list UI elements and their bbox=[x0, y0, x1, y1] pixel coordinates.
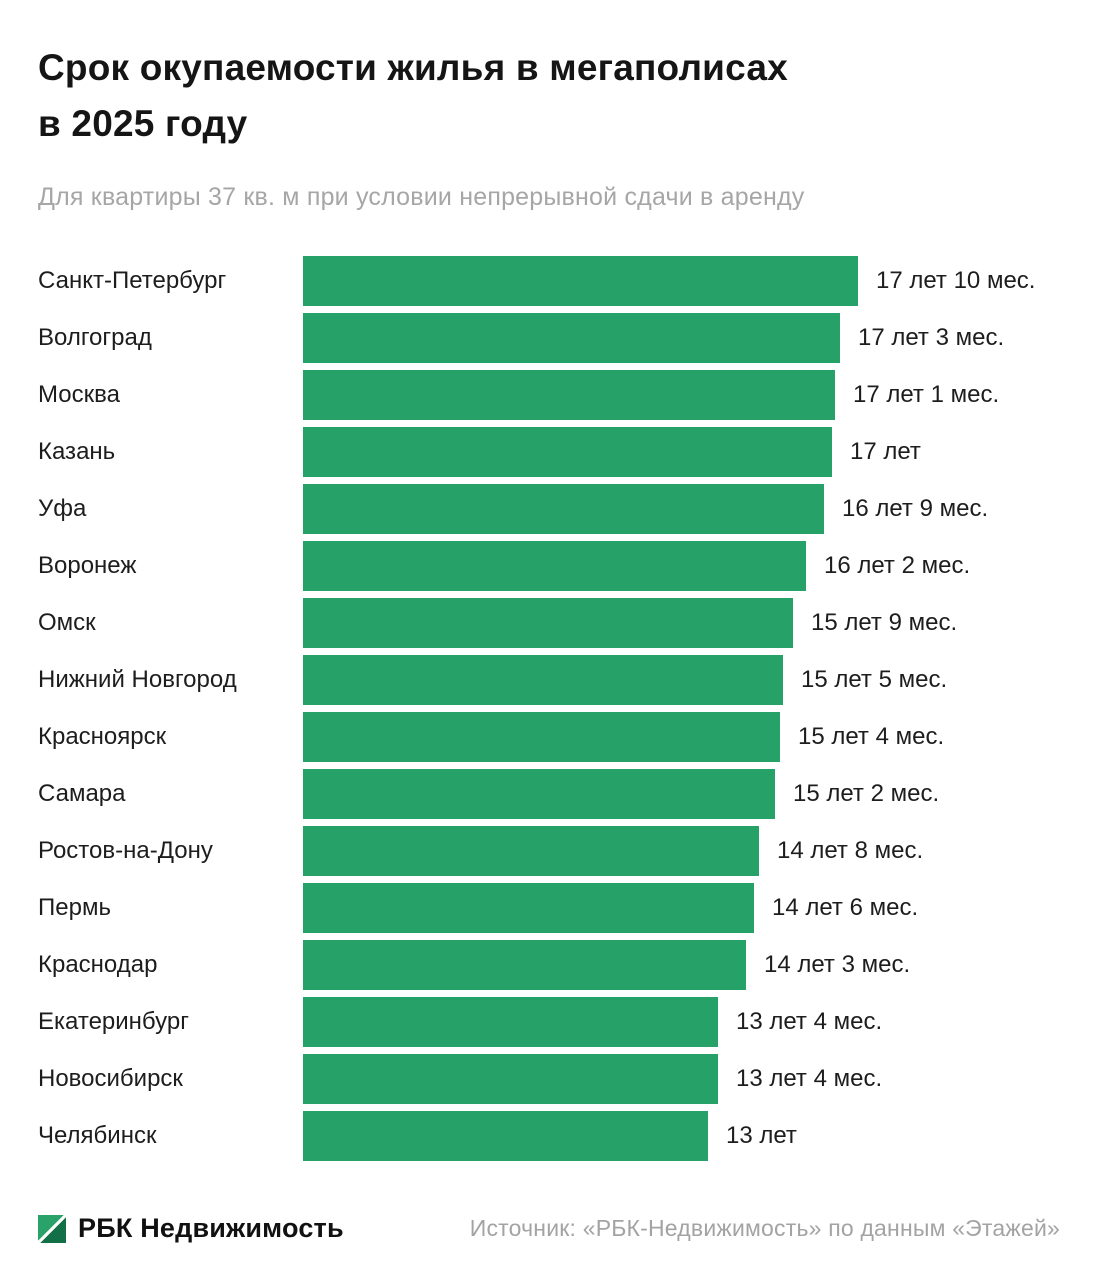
value-label: 17 лет 1 мес. bbox=[853, 381, 1000, 408]
value-label: 16 лет 2 мес. bbox=[824, 552, 971, 579]
category-label: Ростов-на-Дону bbox=[38, 837, 213, 864]
brand: РБК Недвижимость bbox=[38, 1213, 344, 1244]
category-label: Казань bbox=[38, 438, 116, 465]
bar-track: 16 лет 9 мес. bbox=[303, 484, 1060, 534]
value-label: 14 лет 6 мес. bbox=[772, 894, 919, 921]
bar-track: 14 лет 3 мес. bbox=[303, 940, 1060, 990]
chart-row: Воронеж 16 лет 2 мес. bbox=[38, 541, 1060, 591]
bar-track: 15 лет 2 мес. bbox=[303, 769, 1060, 819]
page-subtitle: Для квартиры 37 кв. м при условии непрер… bbox=[38, 183, 805, 211]
bar-track: 17 лет 3 мес. bbox=[303, 313, 1060, 363]
chart-rows: Санкт-Петербург 17 лет 10 мес. Волгоград 17… bbox=[38, 256, 1060, 1161]
bar-track: 13 лет bbox=[303, 1111, 1060, 1161]
bar bbox=[303, 313, 840, 363]
bar bbox=[303, 598, 793, 648]
bar-track: 17 лет 10 мес. bbox=[303, 256, 1060, 306]
chart-row: Пермь 14 лет 6 мес. bbox=[38, 883, 1060, 933]
bar bbox=[303, 655, 783, 705]
value-label: 15 лет 4 мес. bbox=[798, 723, 945, 750]
category-label: Омск bbox=[38, 609, 96, 636]
chart-row: Самара 15 лет 2 мес. bbox=[38, 769, 1060, 819]
value-label: 17 лет 3 мес. bbox=[858, 324, 1005, 351]
bar-track: 15 лет 5 мес. bbox=[303, 655, 1060, 705]
bar bbox=[303, 1054, 718, 1104]
bar-track: 17 лет bbox=[303, 427, 1060, 477]
bar bbox=[303, 769, 775, 819]
bar bbox=[303, 883, 754, 933]
category-label: Воронеж bbox=[38, 552, 137, 579]
bar-track: 15 лет 4 мес. bbox=[303, 712, 1060, 762]
value-label: 13 лет 4 мес. bbox=[736, 1008, 883, 1035]
rbc-logo-icon bbox=[38, 1214, 66, 1243]
chart-row: Екатеринбург 13 лет 4 мес. bbox=[38, 997, 1060, 1047]
chart-row: Уфа 16 лет 9 мес. bbox=[38, 484, 1060, 534]
category-label: Пермь bbox=[38, 894, 111, 921]
bar-track: 17 лет 1 мес. bbox=[303, 370, 1060, 420]
bar bbox=[303, 256, 858, 306]
chart-row: Красноярск 15 лет 4 мес. bbox=[38, 712, 1060, 762]
value-label: 13 лет 4 мес. bbox=[736, 1065, 883, 1092]
brand-name: РБК Недвижимость bbox=[78, 1213, 344, 1243]
page-title: Срок окупаемости жилья в мегаполисах в 2… bbox=[38, 47, 788, 144]
category-label: Екатеринбург bbox=[38, 1008, 189, 1035]
bar bbox=[303, 541, 806, 591]
bar bbox=[303, 997, 718, 1047]
category-label: Краснодар bbox=[38, 951, 158, 978]
category-label: Челябинск bbox=[38, 1122, 157, 1149]
chart-row: Челябинск 13 лет bbox=[38, 1111, 1060, 1161]
chart-row: Новосибирск 13 лет 4 мес. bbox=[38, 1054, 1060, 1104]
chart-row: Ростов-на-Дону 14 лет 8 мес. bbox=[38, 826, 1060, 876]
category-label: Новосибирск bbox=[38, 1065, 183, 1092]
value-label: 15 лет 5 мес. bbox=[801, 666, 948, 693]
bar-track: 13 лет 4 мес. bbox=[303, 997, 1060, 1047]
category-label: Красноярск bbox=[38, 723, 167, 750]
category-label: Самара bbox=[38, 780, 126, 807]
chart-row: Краснодар 14 лет 3 мес. bbox=[38, 940, 1060, 990]
value-label: 15 лет 2 мес. bbox=[793, 780, 940, 807]
bar bbox=[303, 427, 832, 477]
category-label: Волгоград bbox=[38, 324, 152, 351]
bar bbox=[303, 370, 835, 420]
chart-row: Казань 17 лет bbox=[38, 427, 1060, 477]
category-label: Нижний Новгород bbox=[38, 666, 237, 693]
value-label: 13 лет bbox=[726, 1122, 797, 1149]
bar-track: 16 лет 2 мес. bbox=[303, 541, 1060, 591]
chart-row: Волгоград 17 лет 3 мес. bbox=[38, 313, 1060, 363]
bar-track: 14 лет 6 мес. bbox=[303, 883, 1060, 933]
bar bbox=[303, 826, 759, 876]
source-text: Источник: «РБК-Недвижимость» по данным «… bbox=[469, 1215, 1060, 1241]
category-label: Москва bbox=[38, 381, 120, 408]
chart-row: Нижний Новгород 15 лет 5 мес. bbox=[38, 655, 1060, 705]
footer: РБК Недвижимость Источник: «РБК-Недвижим… bbox=[38, 1213, 1060, 1244]
value-label: 16 лет 9 мес. bbox=[842, 495, 989, 522]
bar-track: 13 лет 4 мес. bbox=[303, 1054, 1060, 1104]
bar bbox=[303, 940, 746, 990]
bar bbox=[303, 1111, 708, 1161]
chart-row: Омск 15 лет 9 мес. bbox=[38, 598, 1060, 648]
value-label: 15 лет 9 мес. bbox=[811, 609, 958, 636]
value-label: 14 лет 8 мес. bbox=[777, 837, 924, 864]
bar bbox=[303, 712, 780, 762]
value-label: 14 лет 3 мес. bbox=[764, 951, 911, 978]
category-label: Санкт-Петербург bbox=[38, 267, 227, 294]
chart-row: Санкт-Петербург 17 лет 10 мес. bbox=[38, 256, 1060, 306]
value-label: 17 лет 10 мес. bbox=[876, 267, 1036, 294]
bar-track: 14 лет 8 мес. bbox=[303, 826, 1060, 876]
category-label: Уфа bbox=[38, 495, 87, 522]
chart-row: Москва 17 лет 1 мес. bbox=[38, 370, 1060, 420]
bar bbox=[303, 484, 824, 534]
bar-track: 15 лет 9 мес. bbox=[303, 598, 1060, 648]
value-label: 17 лет bbox=[850, 438, 921, 465]
